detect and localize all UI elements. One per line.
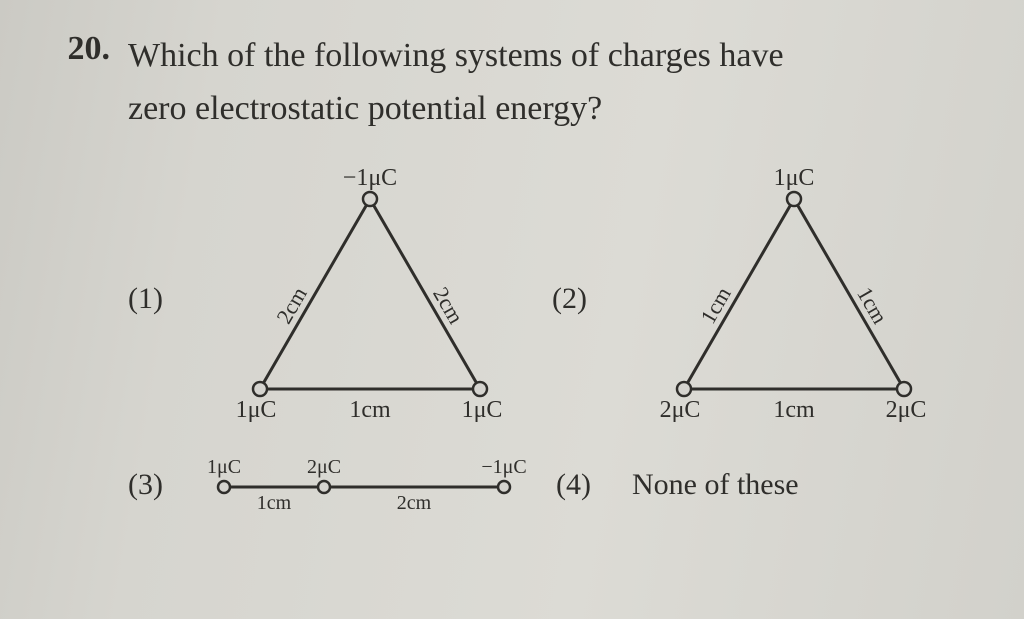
option-2-label: (2) xyxy=(552,282,612,316)
line3-len-ab: 1cm xyxy=(257,492,292,514)
line3-dot-c xyxy=(498,481,510,493)
tri1-top-charge: −1μC xyxy=(343,165,397,191)
tri2-bottom-len: 1cm xyxy=(773,397,815,423)
option-1-label: (1) xyxy=(128,282,188,316)
line3-dot-a xyxy=(218,481,230,493)
triangle-2-diagram: 1μC 2μC 2μC 1cm 1cm 1cm xyxy=(644,159,944,439)
tri2-top-dot xyxy=(787,192,801,206)
question-text: Which of the following systems of charge… xyxy=(128,30,784,135)
tri1-top-dot xyxy=(363,192,377,206)
line3-len-bc: 2cm xyxy=(397,492,432,514)
triangle-1-diagram: −1μC 1μC 1μC 1cm 2cm 2cm xyxy=(220,159,520,439)
tri2-right-len: 1cm xyxy=(852,283,893,328)
line3-charge-c: −1μC xyxy=(481,456,526,478)
tri1-left-edge xyxy=(260,199,370,389)
tri2-right-edge xyxy=(794,199,904,389)
tri2-right-dot xyxy=(897,382,911,396)
triangle-2-svg: 1μC 2μC 2μC 1cm 1cm 1cm xyxy=(644,159,944,439)
tri1-left-charge: 1μC xyxy=(236,397,277,423)
line3-svg: 1μC 2μC −1μC 1cm 2cm xyxy=(204,455,534,517)
question-line-1: Which of the following systems of charge… xyxy=(128,37,784,74)
line3-charge-b: 2μC xyxy=(307,456,341,478)
question-page: 20. Which of the following systems of ch… xyxy=(0,0,1024,619)
tri2-right-charge: 2μC xyxy=(886,397,927,423)
line3-dot-b xyxy=(318,481,330,493)
question-row: 20. Which of the following systems of ch… xyxy=(50,30,964,135)
tri1-left-len: 2cm xyxy=(271,283,312,328)
tri2-top-charge: 1μC xyxy=(774,165,815,191)
triangle-1-svg: −1μC 1μC 1μC 1cm 2cm 2cm xyxy=(220,159,520,439)
tri1-right-charge: 1μC xyxy=(462,397,503,423)
option-4-label: (4) xyxy=(556,468,616,502)
question-line-2: zero electrostatic potential energy? xyxy=(128,90,602,127)
option-4-text: None of these xyxy=(632,468,799,502)
tri1-left-dot xyxy=(253,382,267,396)
option-3-label: (3) xyxy=(128,468,188,502)
line3-charge-a: 1μC xyxy=(207,456,241,478)
tri1-right-dot xyxy=(473,382,487,396)
question-number: 20. xyxy=(50,30,110,68)
tri2-left-edge xyxy=(684,199,794,389)
tri1-right-edge xyxy=(370,199,480,389)
linear-charges-diagram: 1μC 2μC −1μC 1cm 2cm xyxy=(204,455,534,515)
tri1-bottom-len: 1cm xyxy=(349,397,391,423)
tri2-left-dot xyxy=(677,382,691,396)
options-row-1: (1) −1μC 1μC 1μC 1cm 2cm 2cm (2) xyxy=(50,159,964,439)
tri1-right-len: 2cm xyxy=(428,283,469,328)
tri2-left-len: 1cm xyxy=(695,283,736,328)
options-row-2: (3) 1μC 2μC −1μC 1cm 2cm (4) None of the… xyxy=(50,455,964,515)
tri2-left-charge: 2μC xyxy=(660,397,701,423)
